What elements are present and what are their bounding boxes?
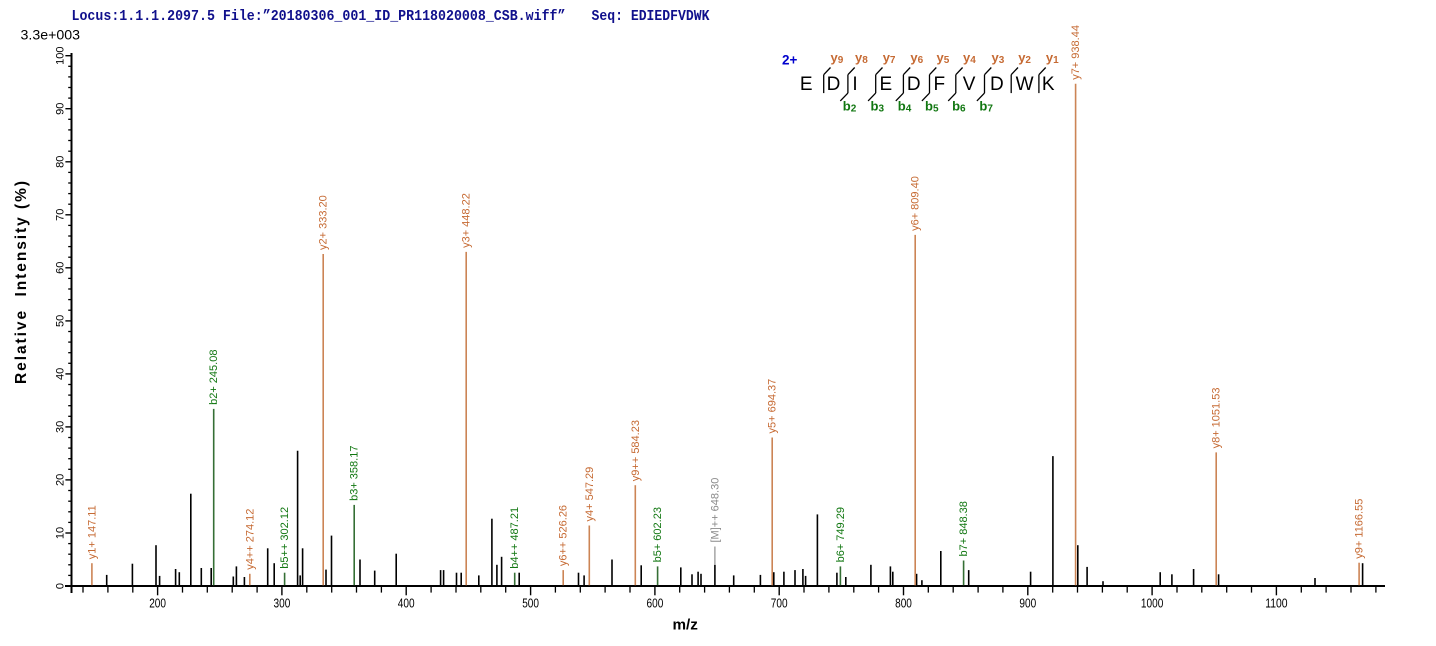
svg-text:70: 70 [55,209,67,221]
svg-text:E: E [880,74,893,95]
svg-text:y4++ 274.12: y4++ 274.12 [244,509,256,570]
svg-text:700: 700 [771,597,788,611]
svg-text:600: 600 [647,597,664,611]
svg-text:200: 200 [149,597,166,611]
svg-text:0: 0 [55,583,67,589]
svg-text:400: 400 [398,597,415,611]
svg-text:y5+ 694.37: y5+ 694.37 [767,379,779,434]
svg-text:50: 50 [55,315,67,327]
svg-text:Locus:1.1.1.2097.5 File:”20180: Locus:1.1.1.2097.5 File:”20180306_001_ID… [72,9,566,25]
svg-text:y2+ 333.20: y2+ 333.20 [318,195,330,250]
svg-text:E: E [800,74,813,95]
svg-text:D: D [827,74,841,95]
svg-text:I: I [852,74,857,95]
svg-text:b6+ 749.29: b6+ 749.29 [835,507,847,562]
svg-text:y4+ 547.29: y4+ 547.29 [584,467,596,522]
svg-text:30: 30 [55,421,67,433]
svg-text:2+: 2+ [782,53,798,68]
svg-text:y9++ 584.23: y9++ 584.23 [630,420,642,481]
svg-text:[M]++ 648.30: [M]++ 648.30 [709,478,721,543]
svg-text:1000: 1000 [1141,597,1163,611]
svg-text:D: D [990,74,1004,95]
svg-text:300: 300 [274,597,291,611]
svg-text:b3+ 358.17: b3+ 358.17 [349,446,361,501]
svg-text:900: 900 [1019,597,1036,611]
svg-text:1100: 1100 [1265,597,1287,611]
svg-text:y9+ 1166.55: y9+ 1166.55 [1354,499,1366,559]
svg-text:800: 800 [895,597,912,611]
svg-text:b5++ 302.12: b5++ 302.12 [279,507,291,569]
svg-text:y1+ 147.11: y1+ 147.11 [86,505,98,559]
svg-text:90: 90 [55,103,67,115]
svg-text:Relative Intensity (%): Relative Intensity (%) [13,181,30,384]
svg-text:K: K [1042,74,1055,95]
svg-text:y6++ 526.26: y6++ 526.26 [558,505,570,566]
svg-text:F: F [933,74,945,95]
svg-text:b5+ 602.23: b5+ 602.23 [652,507,664,562]
svg-text:20: 20 [55,474,67,486]
svg-text:D: D [907,74,921,95]
svg-text:80: 80 [55,156,67,168]
svg-text:b2+ 245.08: b2+ 245.08 [208,350,220,405]
svg-text:y7+ 938.44: y7+ 938.44 [1070,25,1082,80]
svg-text:y3+ 448.22: y3+ 448.22 [461,193,473,248]
svg-text:Seq: EDIEDFVDWK: Seq: EDIEDFVDWK [592,9,710,25]
svg-text:m/z: m/z [673,616,698,633]
svg-text:V: V [963,74,976,95]
svg-text:60: 60 [55,262,67,274]
svg-text:10: 10 [55,527,67,539]
svg-text:b4++ 487.21: b4++ 487.21 [509,507,521,569]
svg-text:500: 500 [522,597,539,611]
svg-text:y8+ 1051.53: y8+ 1051.53 [1211,388,1223,449]
svg-text:y6+ 809.40: y6+ 809.40 [910,176,922,231]
svg-text:100: 100 [55,47,67,65]
svg-text:3.3e+003: 3.3e+003 [21,27,81,43]
svg-text:b7+ 848.38: b7+ 848.38 [958,501,970,556]
svg-text:40: 40 [55,368,67,380]
svg-text:W: W [1016,74,1034,95]
